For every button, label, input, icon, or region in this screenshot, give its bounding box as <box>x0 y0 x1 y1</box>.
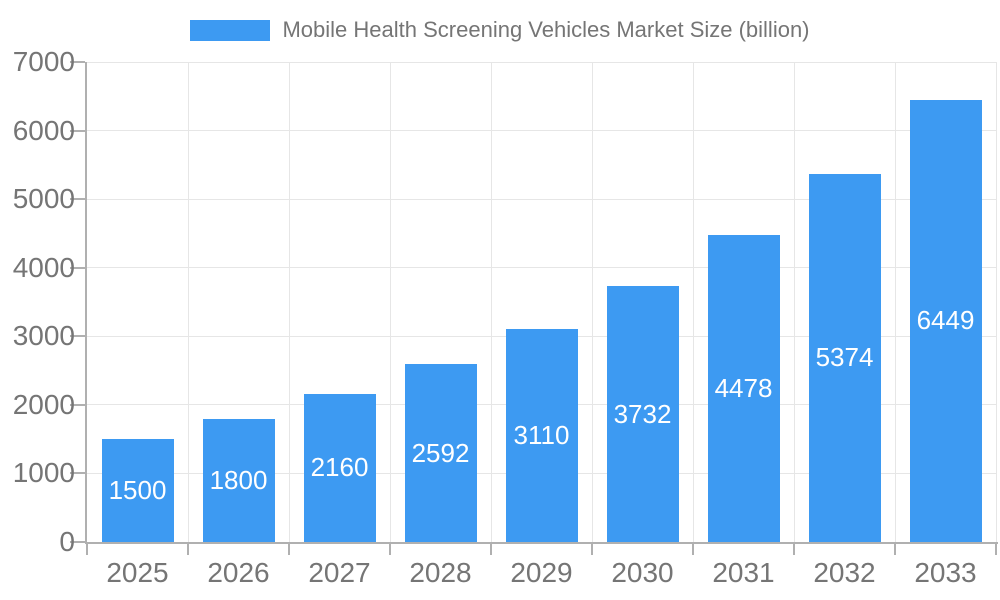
y-tick-label: 4000 <box>12 251 75 283</box>
x-gridline <box>389 62 391 542</box>
x-axis-line <box>85 542 998 544</box>
y-tick-mark <box>70 129 85 132</box>
bar-value-label: 1500 <box>108 475 167 506</box>
bar[interactable]: 1800 <box>202 418 275 542</box>
x-tick-label: 2031 <box>712 557 775 588</box>
y-tick-mark <box>70 198 85 201</box>
x-tick-label: 2028 <box>409 557 472 588</box>
bar[interactable]: 2160 <box>303 393 376 542</box>
x-tick-label: 2032 <box>813 557 876 588</box>
x-tick-mark <box>187 544 189 555</box>
bar[interactable]: 4478 <box>707 234 780 542</box>
x-tick-label: 2033 <box>914 557 977 588</box>
bar[interactable]: 5374 <box>808 173 881 542</box>
x-tick-label: 2025 <box>106 557 169 588</box>
bar-value-label: 4478 <box>714 372 773 403</box>
bar-value-label: 3110 <box>513 419 570 450</box>
x-tick-label: 2029 <box>510 557 573 588</box>
y-axis-line <box>85 62 87 544</box>
x-tick-mark <box>793 544 795 555</box>
x-tick-mark <box>389 544 391 555</box>
x-gridline <box>591 62 593 542</box>
x-gridline <box>995 62 997 542</box>
bar-value-label: 6449 <box>916 305 975 336</box>
x-gridline <box>490 62 492 542</box>
bar[interactable]: 1500 <box>101 439 174 542</box>
legend: Mobile Health Screening Vehicles Market … <box>0 16 1000 44</box>
x-tick-mark <box>692 544 694 555</box>
bar-value-label: 1800 <box>209 464 268 495</box>
legend-swatch <box>190 19 271 41</box>
y-tick-label: 5000 <box>12 183 75 215</box>
x-tick-mark <box>995 544 997 555</box>
y-tick-mark <box>70 335 85 338</box>
bar[interactable]: 2592 <box>404 364 477 542</box>
x-gridline <box>793 62 795 542</box>
y-gridline <box>87 61 996 63</box>
y-tick-mark <box>70 472 85 475</box>
plot-area: 1500 1800 2160 2592 3110 3732 4478 5374 6449 <box>70 61 998 555</box>
bar[interactable]: 3110 <box>505 328 578 542</box>
x-tick-label: 2030 <box>611 557 674 588</box>
x-tick-mark <box>490 544 492 555</box>
y-tick-mark <box>70 403 85 406</box>
y-gridline <box>87 198 996 200</box>
legend-label: Mobile Health Screening Vehicles Market … <box>282 17 810 42</box>
y-tick-mark <box>70 541 85 543</box>
x-tick-mark <box>288 544 290 555</box>
y-tick-label: 0 <box>59 526 75 557</box>
bar-value-label: 2160 <box>310 452 369 483</box>
x-gridline <box>894 62 896 542</box>
x-gridline <box>187 62 189 542</box>
y-tick-mark <box>70 61 85 63</box>
x-tick-mark <box>591 544 593 555</box>
y-tick-label: 6000 <box>12 114 75 146</box>
x-tick-label: 2026 <box>207 557 270 588</box>
x-tick-label: 2027 <box>308 557 371 588</box>
y-tick-label: 7000 <box>12 46 75 77</box>
bar-value-label: 3732 <box>613 398 672 429</box>
bar[interactable]: 3732 <box>606 286 679 542</box>
bar-value-label: 5374 <box>815 342 874 373</box>
x-gridline <box>288 62 290 542</box>
x-tick-mark <box>894 544 896 555</box>
y-tick-label: 3000 <box>12 320 75 352</box>
x-gridline <box>692 62 694 542</box>
x-tick-mark <box>86 544 88 555</box>
y-gridline <box>87 130 996 132</box>
y-gridline <box>87 267 996 269</box>
y-tick-mark <box>70 266 85 269</box>
y-tick-label: 2000 <box>12 388 75 420</box>
bar-value-label: 2592 <box>411 437 470 468</box>
y-tick-label: 1000 <box>12 457 75 489</box>
bar[interactable]: 6449 <box>909 99 982 542</box>
